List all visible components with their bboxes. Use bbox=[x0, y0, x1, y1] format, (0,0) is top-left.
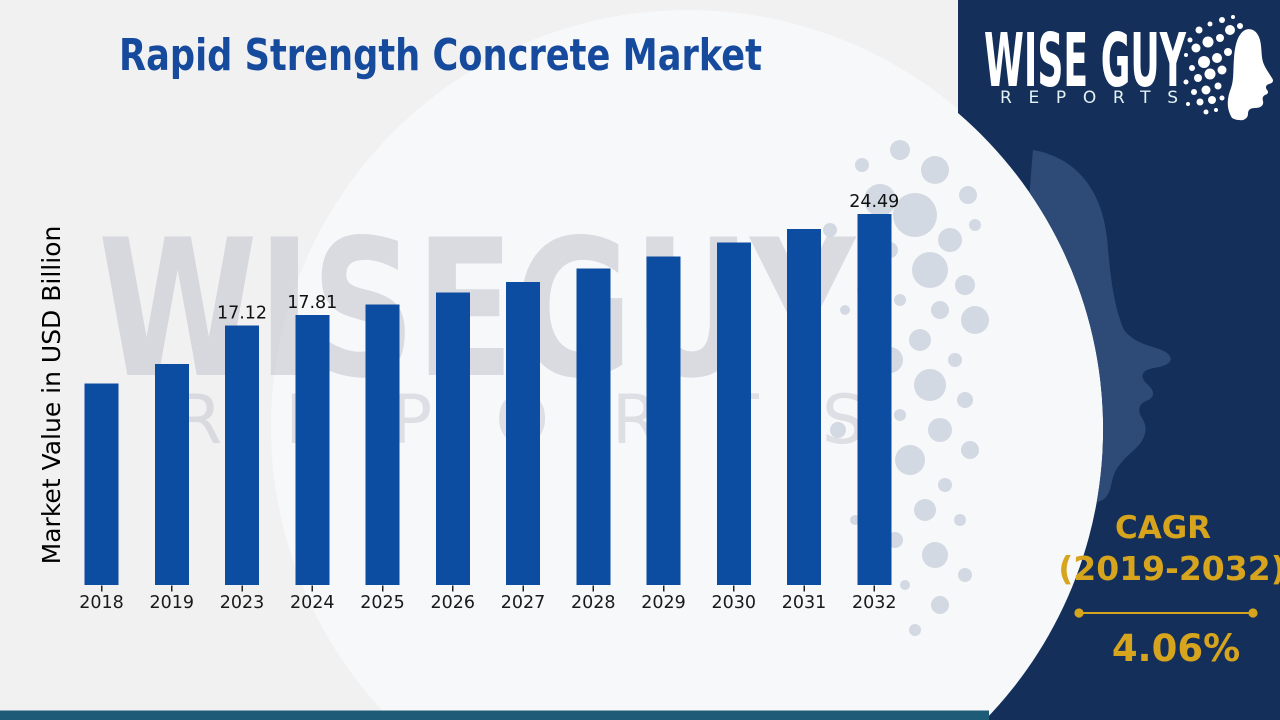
x-tick-label-2029: 2029 bbox=[641, 593, 686, 613]
bar-value-label-2023: 17.12 bbox=[217, 304, 267, 324]
bar-value-label-2024: 17.81 bbox=[287, 293, 337, 313]
x-tick-label-2032: 2032 bbox=[852, 593, 897, 613]
y-axis-label: Market Value in USD Billion bbox=[37, 226, 66, 565]
cagr-block: CAGR (2019-2032) 4.06% bbox=[1058, 510, 1280, 670]
cagr-value: 4.06% bbox=[1112, 627, 1240, 670]
x-tick-label-2024: 2024 bbox=[290, 593, 335, 613]
bottom-teal-strip bbox=[0, 710, 989, 720]
bar-2026 bbox=[435, 292, 470, 585]
bar-2028 bbox=[576, 268, 611, 585]
cagr-heading: CAGR bbox=[1115, 510, 1211, 546]
bar-2019 bbox=[154, 363, 189, 585]
logo: WISE GUY REPORTS bbox=[984, 15, 1273, 121]
bar-2023 bbox=[225, 325, 259, 585]
watermark-dots bbox=[823, 140, 989, 636]
logo-face-dots bbox=[1183, 15, 1243, 115]
x-tick-label-2025: 2025 bbox=[360, 593, 405, 613]
bar-2030 bbox=[716, 242, 751, 585]
bar-2031 bbox=[787, 229, 821, 585]
bar-2027 bbox=[506, 282, 540, 585]
x-tick-label-2018: 2018 bbox=[79, 593, 124, 613]
cagr-line-right-dot bbox=[1248, 608, 1258, 618]
bars-layer: 2018 2019 2023 17.12 2024 17.81 2025 2026 2027 20… bbox=[79, 192, 899, 613]
bar-2025 bbox=[365, 304, 400, 585]
x-tick-label-2028: 2028 bbox=[571, 593, 616, 613]
x-tick-label-2026: 2026 bbox=[430, 593, 475, 613]
bar-2029 bbox=[646, 256, 681, 585]
bar-2024 bbox=[295, 315, 330, 585]
logo-brand-text: WISE GUY bbox=[984, 18, 1187, 104]
bar-2018 bbox=[84, 383, 119, 585]
x-tick-label-2027: 2027 bbox=[501, 593, 546, 613]
x-tick-label-2030: 2030 bbox=[711, 593, 756, 613]
logo-face-icon bbox=[1227, 29, 1273, 121]
x-tick-label-2019: 2019 bbox=[149, 593, 194, 613]
chart-title: Rapid Strength Concrete Market bbox=[119, 30, 762, 81]
bar-value-label-2032: 24.49 bbox=[849, 192, 899, 212]
x-tick-label-2023: 2023 bbox=[220, 593, 265, 613]
bar-2032 bbox=[857, 214, 892, 585]
x-tick-label-2031: 2031 bbox=[782, 593, 827, 613]
cagr-line-left-dot bbox=[1074, 608, 1084, 618]
cagr-range: (2019-2032) bbox=[1058, 549, 1280, 588]
